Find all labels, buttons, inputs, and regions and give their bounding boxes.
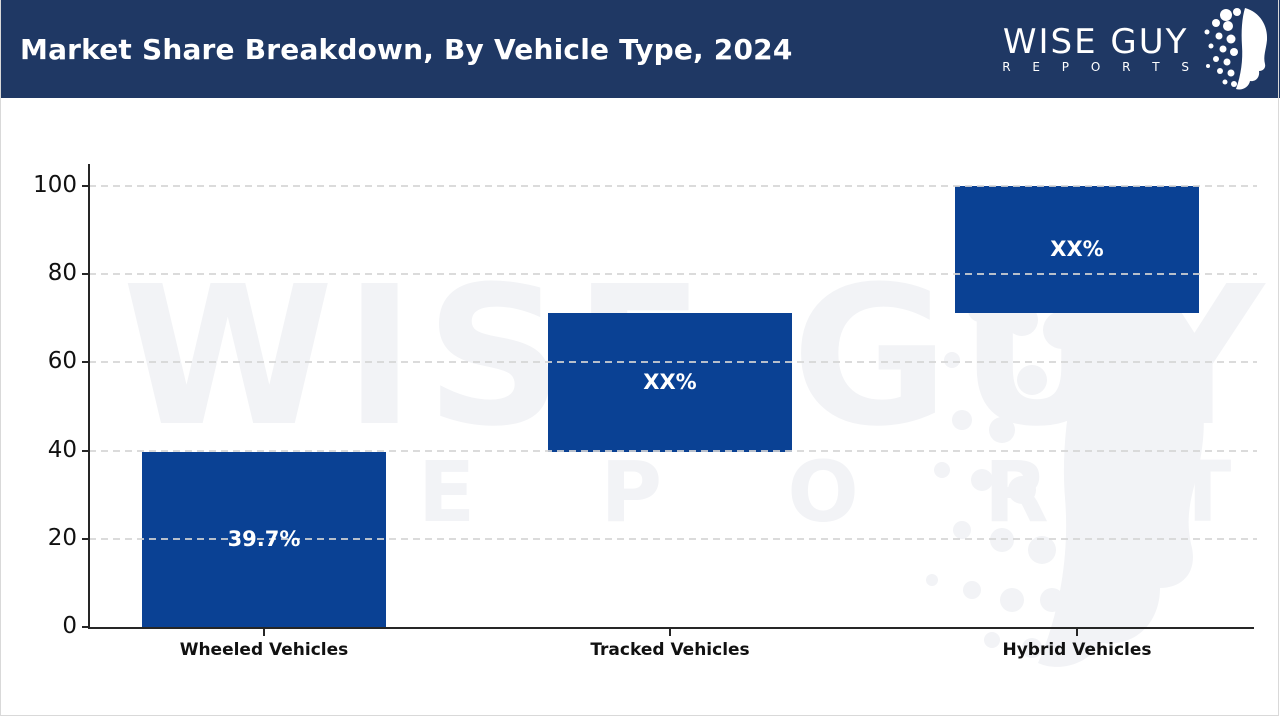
x-axis-label-hybrid-vehicles: Hybrid Vehicles: [1002, 640, 1152, 660]
y-tick-20: [82, 537, 89, 540]
x-tick-hybrid-vehicles: [1076, 628, 1078, 636]
chart-plot-area: 0 20 40 60 80 100 39.7% Wheeled Vehicles XX% Trac…: [0, 98, 1280, 720]
gridline-40: [89, 449, 1257, 452]
y-axis-line: [88, 164, 90, 629]
y-tick-label-60: 60: [47, 348, 77, 375]
bar-label-hybrid-vehicles: XX%: [1050, 237, 1104, 262]
y-tick-0: [82, 626, 89, 628]
gridline-60: [89, 361, 1257, 364]
y-tick-80: [82, 273, 89, 276]
wiseguy-head-icon: [1204, 8, 1268, 90]
y-tick-label-80: 80: [47, 260, 77, 287]
wiseguy-logo-text: WISE GUY R E P O R T S: [993, 22, 1198, 74]
y-tick-60: [82, 361, 89, 364]
y-tick-label-100: 100: [33, 172, 77, 198]
gridline-20: [89, 537, 1257, 540]
x-tick-wheeled-vehicles: [263, 628, 265, 636]
y-tick-40: [82, 449, 89, 452]
wiseguy-logo: WISE GUY R E P O R T S: [993, 6, 1270, 92]
x-axis-label-tracked-vehicles: Tracked Vehicles: [590, 640, 750, 660]
y-tick-label-0: 0: [62, 613, 77, 639]
bar-label-wheeled-vehicles: 39.7%: [227, 527, 301, 552]
gridline-80: [89, 273, 1257, 276]
x-axis-label-wheeled-vehicles: Wheeled Vehicles: [179, 640, 349, 660]
x-axis-line: [88, 627, 1254, 629]
header-bar: Market Share Breakdown, By Vehicle Type,…: [0, 0, 1280, 98]
bar-label-tracked-vehicles: XX%: [643, 370, 697, 395]
wiseguy-logo-line2: R E P O R T S: [1002, 59, 1198, 74]
gridline-100: [89, 185, 1257, 187]
wiseguy-logo-line1: WISE GUY: [1002, 22, 1189, 63]
y-tick-label-20: 20: [47, 524, 77, 551]
page-title: Market Share Breakdown, By Vehicle Type,…: [20, 32, 793, 66]
x-tick-tracked-vehicles: [669, 628, 671, 636]
y-tick-100: [82, 185, 89, 187]
y-tick-label-40: 40: [47, 436, 77, 463]
bar-tracked-vehicles: [548, 312, 792, 452]
